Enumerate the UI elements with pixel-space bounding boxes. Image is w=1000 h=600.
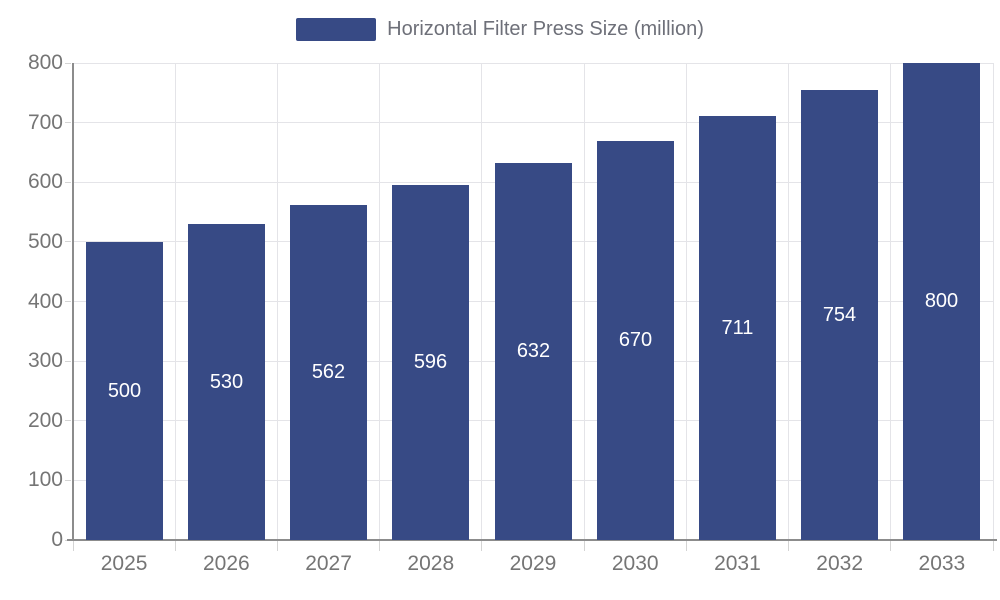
x-axis-label: 2027: [305, 552, 352, 575]
bar-value-label: 530: [209, 370, 244, 393]
x-axis-tick: [788, 541, 790, 551]
y-gridline: [73, 62, 993, 64]
x-gridline: [174, 63, 176, 540]
bar[interactable]: 562: [290, 205, 367, 540]
y-axis-label: 500: [27, 229, 63, 253]
bar-value-label: 596: [413, 351, 448, 373]
x-gridline: [276, 63, 278, 540]
bar-value-label: 754: [822, 303, 857, 326]
y-axis-label: 200: [27, 408, 63, 432]
x-gridline: [685, 63, 687, 540]
bar[interactable]: 596: [392, 185, 469, 540]
x-axis-tick: [174, 541, 176, 551]
x-axis-label: 2026: [202, 552, 250, 575]
x-gridline: [379, 63, 381, 540]
bar-value-label: 800: [924, 290, 959, 312]
bar[interactable]: 500: [86, 242, 163, 540]
x-axis-tick: [276, 541, 278, 551]
y-axis-line: [72, 63, 74, 540]
x-axis-line: [67, 539, 997, 541]
bar-value-label: 711: [721, 316, 754, 339]
x-axis-tick: [890, 541, 892, 551]
y-axis-label: 600: [27, 170, 63, 194]
bar[interactable]: 800: [903, 63, 980, 540]
bar-value-label: 670: [618, 329, 653, 351]
y-axis-tick: [65, 420, 71, 422]
x-axis-tick: [481, 541, 483, 551]
legend-label: Horizontal Filter Press Size (million): [387, 18, 704, 40]
legend-swatch: [296, 18, 377, 41]
y-axis-tick: [65, 122, 71, 124]
x-axis-tick: [379, 541, 381, 551]
bar[interactable]: 530: [188, 224, 265, 540]
bar-value-label: 562: [311, 361, 346, 383]
x-axis-tick: [685, 541, 687, 551]
x-axis-label: 2029: [509, 552, 557, 575]
y-axis-tick: [65, 62, 71, 64]
y-axis-label: 0: [51, 528, 63, 551]
plot-area: 500 530 562 596 632 670 711 754 800: [65, 62, 997, 551]
x-axis-tick: [992, 541, 994, 551]
x-axis-tick: [72, 541, 74, 551]
x-gridline: [890, 63, 892, 540]
y-axis-label: 700: [27, 110, 63, 134]
bar-value-label: 500: [107, 379, 142, 402]
x-axis-label: 2030: [611, 552, 659, 575]
x-axis-label: 2025: [100, 552, 148, 575]
x-gridline: [788, 63, 790, 540]
x-gridline: [481, 63, 483, 540]
bar[interactable]: 754: [801, 90, 878, 540]
x-axis-tick: [583, 541, 585, 551]
x-axis-label: 2032: [816, 552, 864, 575]
y-axis-tick: [65, 241, 71, 243]
x-axis-label: 2031: [714, 552, 761, 575]
x-gridline: [992, 63, 994, 540]
bar[interactable]: 711: [699, 116, 776, 540]
y-axis-tick: [65, 301, 71, 302]
x-axis-label: 2028: [407, 552, 455, 575]
y-axis-tick: [65, 479, 71, 481]
bar[interactable]: 670: [597, 141, 674, 540]
y-axis-tick: [65, 181, 71, 183]
y-gridline: [73, 122, 993, 124]
y-axis-label: 400: [27, 289, 63, 313]
y-axis-tick: [65, 360, 71, 362]
x-gridline: [583, 63, 585, 540]
bar-value-label: 632: [516, 340, 551, 362]
y-axis-label: 800: [27, 51, 63, 74]
y-axis-label: 100: [27, 468, 63, 492]
legend-item[interactable]: Horizontal Filter Press Size (million): [0, 18, 1000, 41]
bar[interactable]: 632: [495, 163, 572, 540]
y-axis-label: 300: [27, 349, 63, 373]
x-axis-label: 2033: [918, 552, 966, 575]
